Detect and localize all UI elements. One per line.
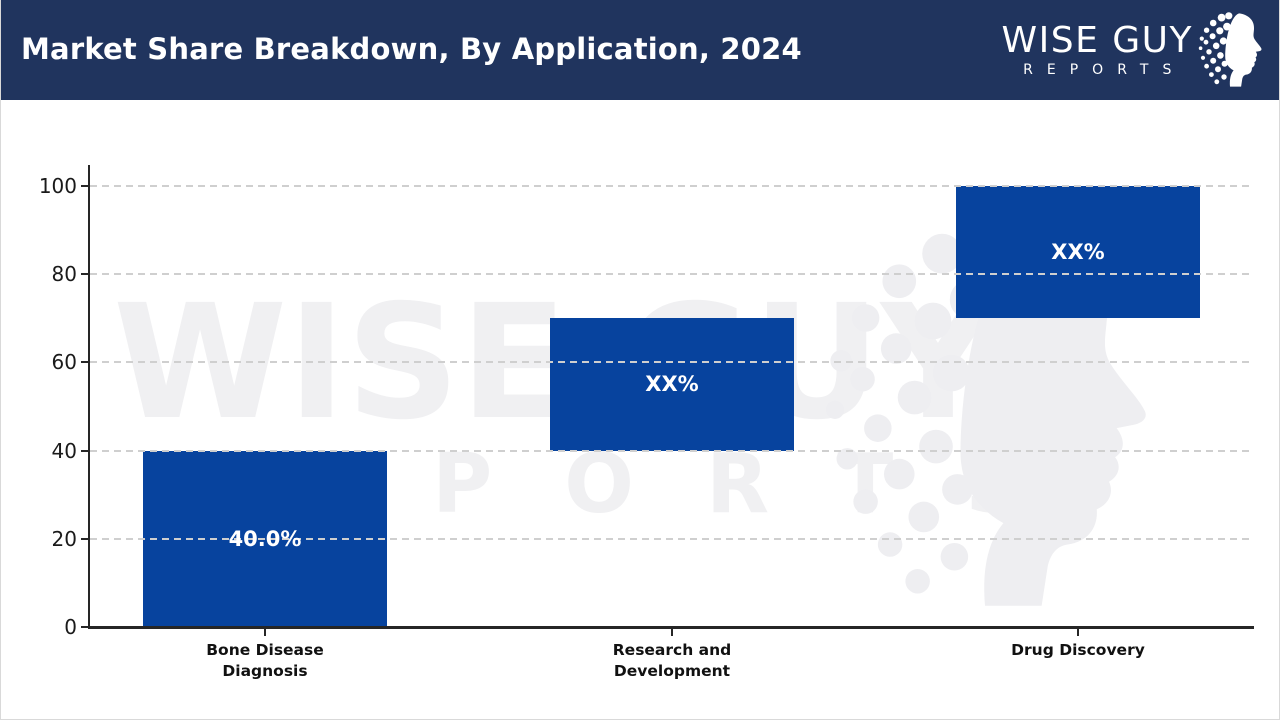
y-tick-label: 100 — [38, 174, 77, 198]
x-tick — [1077, 628, 1079, 636]
x-category-label: Research and Development — [612, 641, 732, 680]
y-tick-label: 20 — [51, 526, 77, 551]
header-bar: Market Share Breakdown, By Application, … — [1, 0, 1279, 100]
y-tick — [81, 185, 89, 187]
grid-line — [90, 449, 1254, 452]
y-tick-label: 60 — [51, 350, 77, 375]
y-tick — [81, 361, 89, 364]
page-title: Market Share Breakdown, By Application, … — [21, 32, 802, 67]
y-tick-label: 40 — [51, 438, 77, 463]
x-category-label: Bone Disease Diagnosis — [206, 641, 324, 680]
y-tick — [81, 626, 89, 628]
x-category-label: Drug Discovery — [1011, 641, 1145, 659]
bar-value-label: XX% — [1051, 240, 1105, 265]
x-axis-line — [88, 626, 1254, 629]
y-tick — [81, 537, 89, 540]
dotted-head-icon — [1197, 9, 1263, 91]
logo-wordmark: WISE GUY — [1001, 20, 1193, 61]
bar-value-label: 40.0% — [228, 526, 302, 551]
x-tick — [264, 628, 266, 636]
grid-line — [90, 361, 1254, 364]
y-tick — [81, 273, 89, 276]
y-tick-label: 0 — [64, 615, 77, 639]
grid-line — [90, 273, 1254, 276]
y-tick-label: 80 — [51, 262, 77, 287]
bar — [956, 186, 1200, 319]
wise-guy-reports-logo: WISE GUY REPORTS — [1002, 9, 1264, 91]
bar — [550, 318, 794, 451]
grid-line — [90, 185, 1254, 187]
logo-text: WISE GUY REPORTS — [1001, 20, 1194, 78]
grid-line — [90, 537, 1254, 540]
logo-subtitle: REPORTS — [1023, 62, 1186, 78]
x-tick — [671, 628, 673, 636]
y-axis-line — [88, 165, 90, 628]
bar-value-label: XX% — [645, 372, 699, 397]
y-tick — [81, 449, 89, 452]
